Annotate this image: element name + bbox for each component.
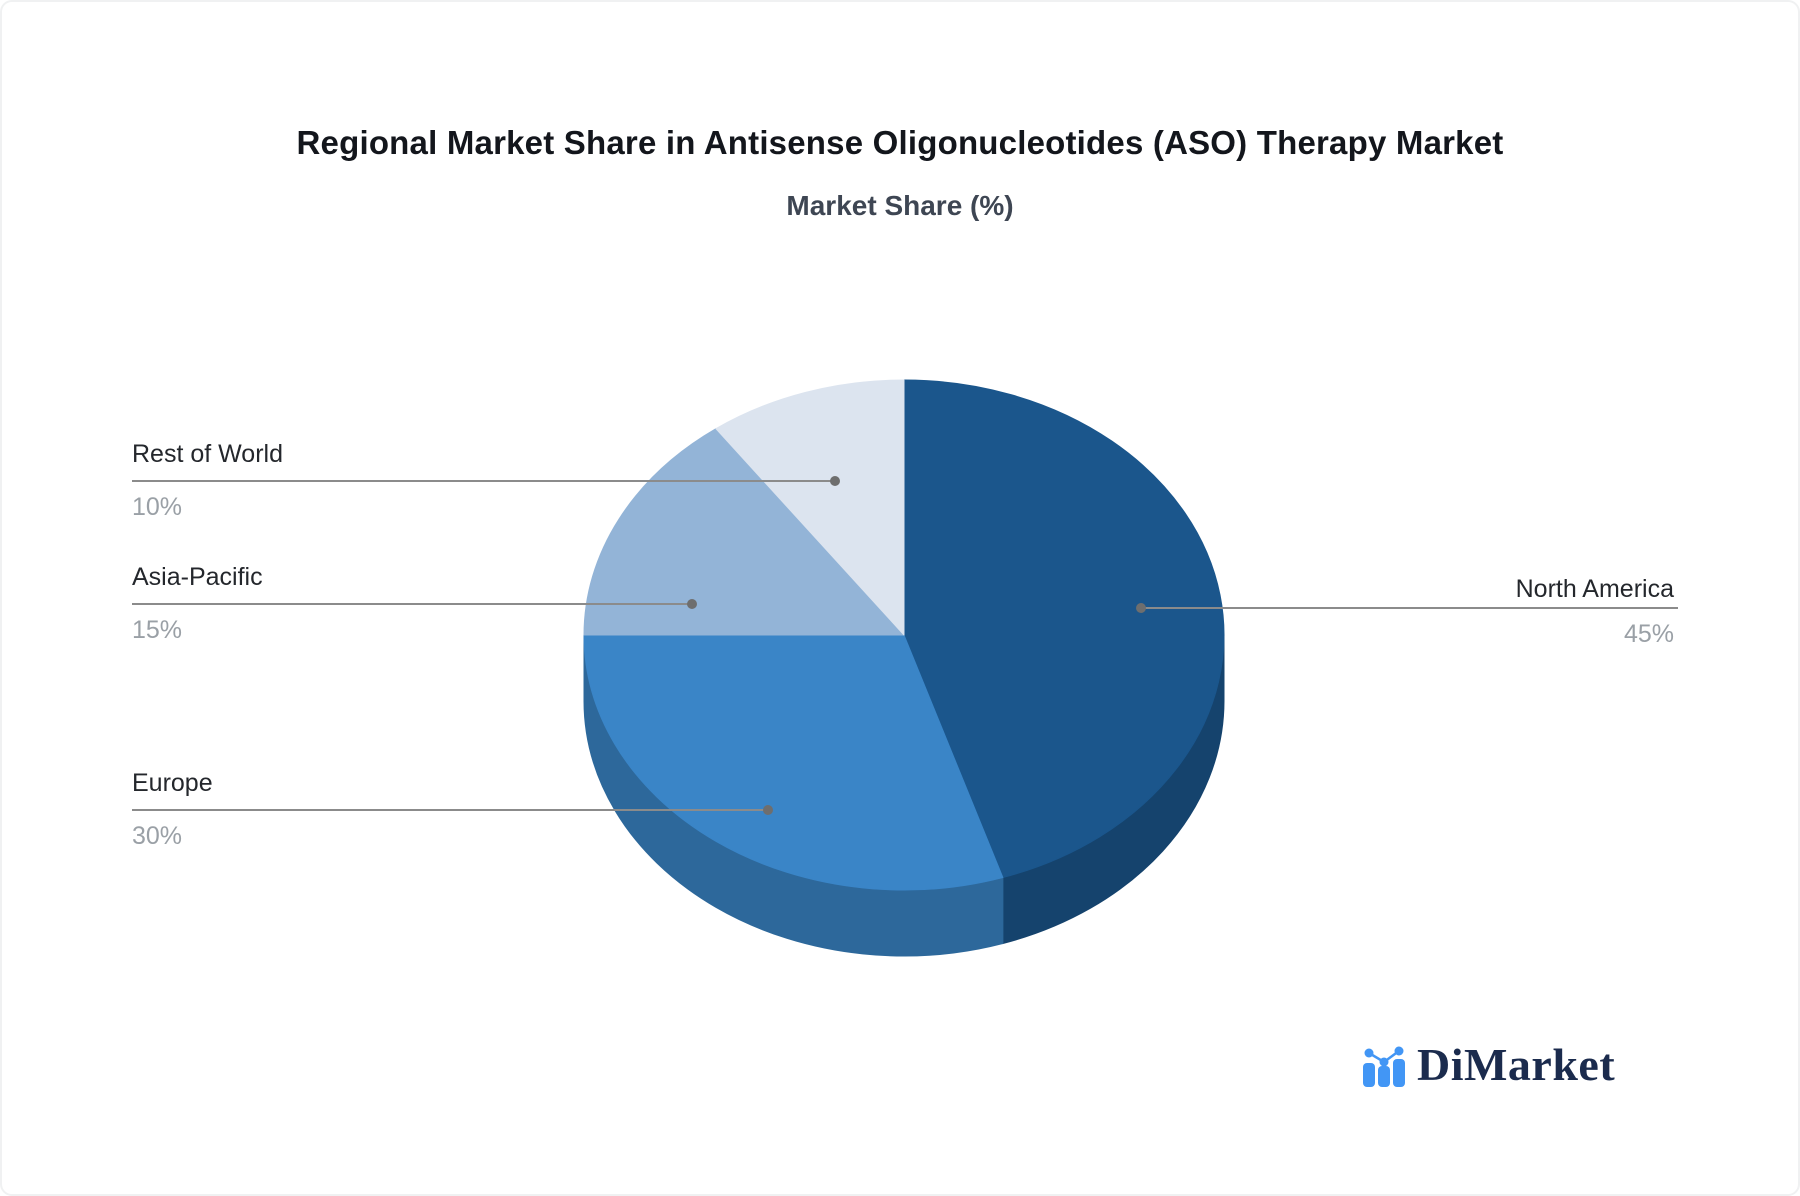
slice-value: 15%: [132, 616, 183, 644]
slice-value: 45%: [1623, 620, 1674, 648]
callout-dot: [1136, 603, 1146, 613]
callout-dot: [687, 599, 697, 609]
pie-slice-north-america[interactable]: [903, 379, 1225, 879]
chart-subtitle: Market Share (%): [786, 190, 1014, 221]
bar-line-chart-icon: [1363, 1046, 1405, 1087]
pie-slice-europe[interactable]: [583, 634, 1004, 891]
slice-value: 30%: [132, 822, 183, 850]
slice-label: Rest of World: [132, 440, 283, 468]
brand-logo: DiMarket: [1360, 1038, 1615, 1091]
slice-label: Europe: [132, 769, 213, 797]
chart-title: Regional Market Share in Antisense Oligo…: [296, 124, 1504, 161]
slice-value: 10%: [132, 493, 183, 521]
brand-logo-text: DiMarket: [1417, 1039, 1616, 1090]
pie-slice-rest-of-world[interactable]: [715, 379, 905, 636]
slice-label: Asia-Pacific: [132, 563, 263, 591]
slice-label: North America: [1515, 575, 1674, 603]
callout-dot: [763, 805, 773, 815]
callout-dot: [830, 476, 840, 486]
